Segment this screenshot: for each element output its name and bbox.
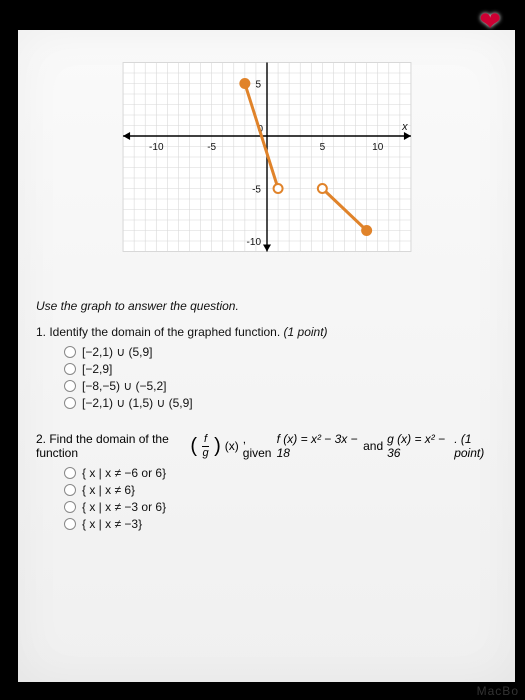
radio-icon[interactable]	[64, 467, 76, 479]
q2-option[interactable]: { x | x ≠ −3 or 6}	[64, 500, 497, 514]
q2-option[interactable]: { x | x ≠ 6}	[64, 483, 497, 497]
option-label: [−2,9]	[82, 362, 112, 376]
svg-text:-10: -10	[149, 142, 164, 153]
option-label: [−2,1) ∪ (1,5) ∪ (5,9]	[82, 396, 193, 410]
radio-icon[interactable]	[64, 346, 76, 358]
radio-icon[interactable]	[64, 397, 76, 409]
heart-icon: ❤	[479, 6, 501, 37]
g-expr: g (x) = x² − 36	[387, 432, 450, 460]
svg-text:10: 10	[372, 142, 384, 153]
option-label: [−8,−5) ∪ (−5,2]	[82, 379, 167, 393]
instruction-text: Use the graph to answer the question.	[36, 299, 497, 313]
q2-prompt: 2. Find the domain of the function ( fg …	[36, 432, 497, 460]
q1-option[interactable]: [−2,9]	[64, 362, 497, 376]
given-word: , given	[243, 432, 273, 460]
q2-points: . (1 point)	[454, 432, 497, 460]
radio-icon[interactable]	[64, 501, 76, 513]
q2-option[interactable]: { x | x ≠ −6 or 6}	[64, 466, 497, 480]
and-word: and	[363, 439, 383, 453]
radio-icon[interactable]	[64, 363, 76, 375]
radio-icon[interactable]	[64, 484, 76, 496]
fg-fraction: fg	[202, 434, 209, 459]
q1-points: (1 point)	[284, 325, 328, 339]
radio-icon[interactable]	[64, 380, 76, 392]
q2-options: { x | x ≠ −6 or 6} { x | x ≠ 6} { x | x ≠ …	[64, 466, 497, 531]
option-label: { x | x ≠ −3}	[82, 517, 142, 531]
worksheet: -10-5510-10-550x Use the graph to answer…	[18, 30, 515, 682]
device-label: MacBo	[477, 684, 519, 698]
paren-right: )	[214, 437, 221, 455]
q1-options: [−2,1) ∪ (5,9] [−2,9] [−8,−5) ∪ (−5,2] [−2,…	[64, 345, 497, 410]
option-label: { x | x ≠ −3 or 6}	[82, 500, 166, 514]
svg-text:-5: -5	[207, 142, 216, 153]
svg-text:x: x	[401, 121, 408, 133]
svg-text:5: 5	[255, 80, 261, 91]
option-label: { x | x ≠ 6}	[82, 483, 135, 497]
svg-text:-5: -5	[252, 185, 261, 196]
function-graph: -10-5510-10-550x	[102, 42, 432, 272]
q1-option[interactable]: [−2,1) ∪ (5,9]	[64, 345, 497, 359]
of-x: (x)	[225, 439, 239, 453]
q1-text: 1. Identify the domain of the graphed fu…	[36, 325, 280, 339]
graph-container: -10-5510-10-550x	[36, 42, 497, 277]
option-label: [−2,1) ∪ (5,9]	[82, 345, 152, 359]
paren-left: (	[190, 437, 197, 455]
q1-prompt: 1. Identify the domain of the graphed fu…	[36, 325, 497, 339]
radio-icon[interactable]	[64, 518, 76, 530]
f-expr: f (x) = x² − 3x − 18	[277, 432, 359, 460]
q2-lead: 2. Find the domain of the function	[36, 432, 186, 460]
option-label: { x | x ≠ −6 or 6}	[82, 466, 166, 480]
q2-option[interactable]: { x | x ≠ −3}	[64, 517, 497, 531]
q1-option[interactable]: [−2,1) ∪ (1,5) ∪ (5,9]	[64, 396, 497, 410]
q1-option[interactable]: [−8,−5) ∪ (−5,2]	[64, 379, 497, 393]
svg-text:-10: -10	[246, 237, 261, 248]
svg-text:5: 5	[319, 142, 325, 153]
